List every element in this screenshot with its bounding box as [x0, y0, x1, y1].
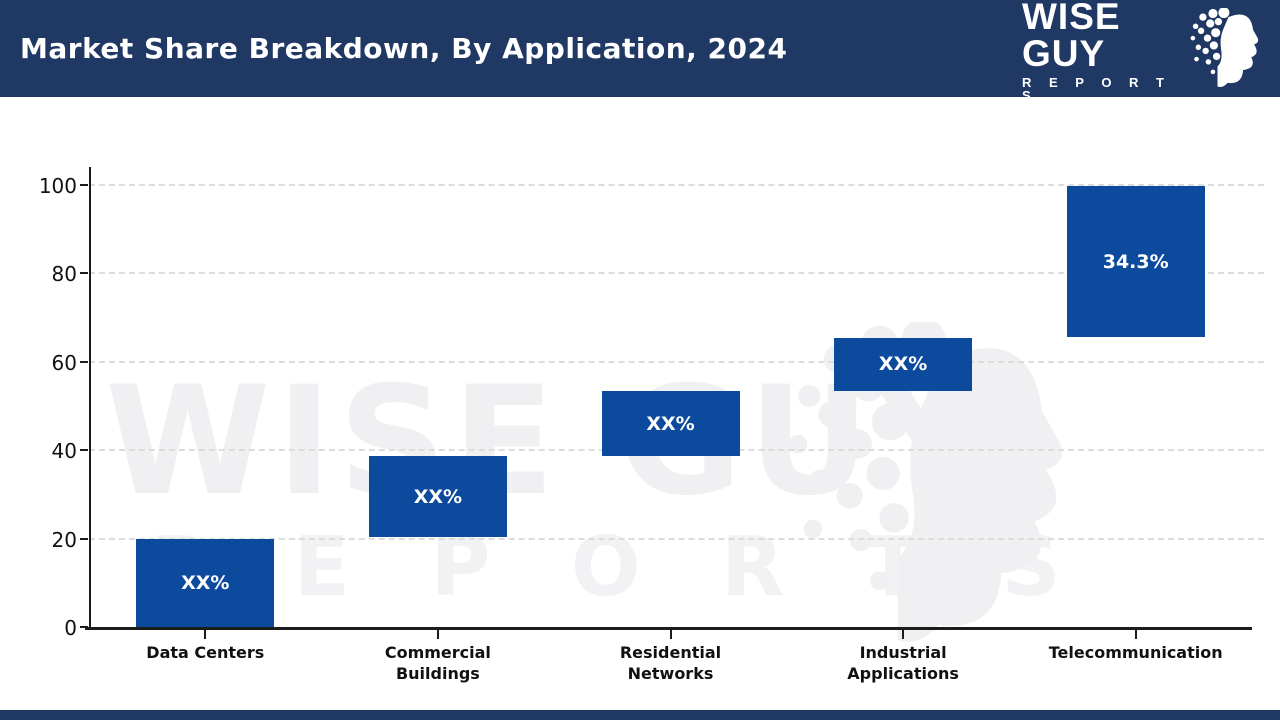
bar-value-label: 34.3%: [1102, 250, 1169, 273]
bar-value-label: XX%: [413, 485, 463, 508]
x-axis-line: [85, 627, 1252, 630]
x-axis-tick-mark: [669, 630, 672, 639]
y-axis-tick-label: 100: [38, 174, 77, 198]
x-axis-tick-mark: [436, 630, 439, 639]
x-axis-category-label: Residential Networks: [619, 643, 722, 683]
y-axis-tick-mark: [80, 449, 88, 452]
gridline-100: [89, 184, 1264, 186]
y-axis-tick-label: 80: [51, 262, 77, 287]
y-axis-tick-mark: [80, 360, 88, 363]
dotted-head-profile-icon: [1190, 8, 1259, 87]
x-axis-category-label: Telecommunication: [1048, 643, 1223, 662]
y-axis-line: [89, 167, 91, 629]
wise-guy-logo: WISE GUY R E P O R T S: [1022, 0, 1262, 102]
x-axis-tick-mark: [1134, 630, 1137, 639]
page-title: Market Share Breakdown, By Application, …: [20, 32, 788, 65]
x-axis-tick-mark: [204, 630, 207, 639]
logo-reports-text: R E P O R T S: [1022, 75, 1171, 103]
bar-commercial-buildings: [368, 456, 507, 538]
x-axis-category-label: Data Centers: [146, 643, 265, 662]
bar-value-label: XX%: [878, 353, 928, 376]
bar-data-centers: [136, 538, 275, 627]
bar-value-label: XX%: [181, 571, 230, 594]
bar-residential-networks: [601, 391, 740, 456]
x-axis-category-label: Industrial Applications: [847, 643, 959, 683]
y-axis-tick-mark: [80, 626, 88, 628]
gridline-20: [89, 537, 1264, 540]
y-axis-tick-label: 40: [51, 439, 77, 464]
x-axis-category-label: Commercial Buildings: [384, 643, 491, 683]
header-bar: Market Share Breakdown, By Application, …: [0, 0, 1280, 102]
y-axis-tick-mark: [80, 272, 88, 275]
footer-bar: [0, 710, 1280, 720]
bar-value-label: XX%: [646, 412, 695, 435]
gridline-80: [89, 272, 1264, 275]
logo-wordmark: WISE GUY: [1022, 0, 1121, 74]
y-axis-tick-mark: [80, 184, 88, 186]
chart-area: WISE GUY R E P O R T S 0 20 40 60 80 100 XX% Da…: [0, 97, 1280, 710]
y-axis-tick-label: 60: [51, 350, 77, 375]
gridline-60: [89, 360, 1264, 363]
y-axis-tick-mark: [80, 537, 88, 540]
bar-industrial-applications: [834, 338, 973, 391]
y-axis-tick-label: 0: [64, 616, 77, 640]
bar-telecommunication: [1066, 185, 1205, 338]
x-axis-tick-mark: [902, 630, 905, 639]
logo-wordmark-block: WISE GUY R E P O R T S: [1022, 0, 1192, 102]
y-axis-tick-label: 20: [51, 527, 77, 552]
